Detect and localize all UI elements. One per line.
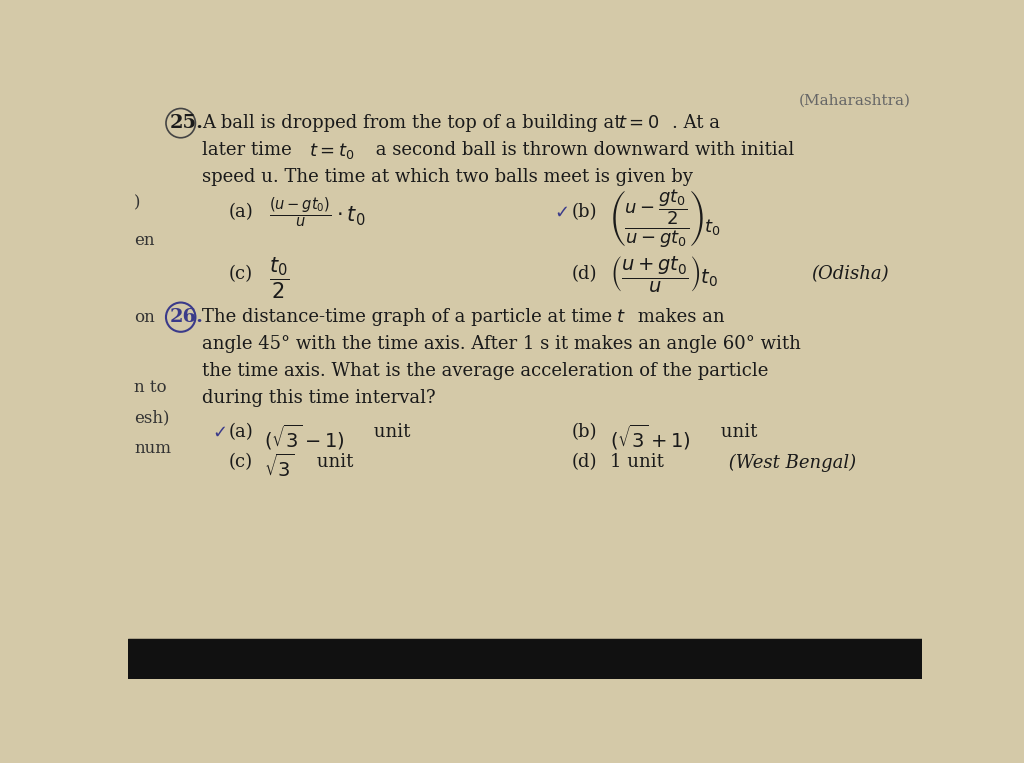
Text: 1 unit: 1 unit — [610, 453, 664, 472]
Text: $\checkmark$: $\checkmark$ — [212, 423, 225, 441]
Text: n to: n to — [134, 378, 167, 396]
Text: $\checkmark$: $\checkmark$ — [554, 203, 568, 221]
Text: $t$: $t$ — [616, 308, 626, 326]
Text: (c): (c) — [228, 453, 253, 472]
Text: on: on — [134, 310, 155, 327]
Circle shape — [166, 108, 196, 138]
Text: unit: unit — [716, 423, 758, 441]
Text: $\left(\dfrac{u - \dfrac{gt_0}{2}}{u - gt_0}\right)t_0$: $\left(\dfrac{u - \dfrac{gt_0}{2}}{u - g… — [610, 188, 721, 250]
Text: (West Bengal): (West Bengal) — [700, 453, 856, 472]
Text: $\left(\dfrac{u + gt_0}{u}\right)t_0$: $\left(\dfrac{u + gt_0}{u}\right)t_0$ — [610, 254, 718, 294]
Text: 2018-2019: 2018-2019 — [441, 645, 608, 673]
Text: unit: unit — [369, 423, 411, 441]
Text: esh): esh) — [134, 410, 170, 427]
Text: unit: unit — [311, 453, 353, 472]
Text: A ball is dropped from the top of a building at: A ball is dropped from the top of a buil… — [202, 114, 627, 132]
Text: (b): (b) — [571, 423, 597, 441]
Text: $\frac{(u - gt_0)}{u} \cdot t_0$: $\frac{(u - gt_0)}{u} \cdot t_0$ — [269, 195, 366, 230]
Text: later time: later time — [202, 141, 297, 159]
Text: (b): (b) — [571, 203, 597, 221]
Text: makes an: makes an — [632, 308, 724, 326]
Text: (Maharashtra): (Maharashtra) — [799, 94, 910, 108]
Text: speed u. The time at which two balls meet is given by: speed u. The time at which two balls mee… — [202, 168, 692, 185]
Text: $t = 0$: $t = 0$ — [617, 114, 659, 132]
Text: . At a: . At a — [672, 114, 720, 132]
Text: $t = t_0$: $t = t_0$ — [308, 141, 354, 161]
Text: angle 45° with the time axis. After 1 s it makes an angle 60° with: angle 45° with the time axis. After 1 s … — [202, 335, 801, 353]
Text: $(\sqrt{3} - 1)$: $(\sqrt{3} - 1)$ — [264, 423, 345, 452]
Text: The distance-time graph of a particle at time: The distance-time graph of a particle at… — [202, 308, 617, 326]
Text: (Odisha): (Odisha) — [812, 265, 889, 283]
Text: a second ball is thrown downward with initial: a second ball is thrown downward with in… — [370, 141, 794, 159]
Text: en: en — [134, 233, 155, 250]
Text: the time axis. What is the average acceleration of the particle: the time axis. What is the average accel… — [202, 362, 768, 380]
Text: 25.: 25. — [170, 114, 204, 132]
Text: (d): (d) — [571, 265, 597, 283]
Text: (c): (c) — [228, 265, 253, 283]
Bar — [128, 639, 922, 679]
Text: $\sqrt{3}$: $\sqrt{3}$ — [264, 453, 295, 481]
Text: (a): (a) — [228, 203, 254, 221]
Circle shape — [166, 303, 196, 332]
Text: num: num — [134, 440, 171, 457]
Text: (d): (d) — [571, 453, 597, 472]
Text: (a): (a) — [228, 423, 254, 441]
Text: 26.: 26. — [170, 308, 204, 326]
Text: ): ) — [134, 194, 140, 211]
Text: $\dfrac{t_0}{2}$: $\dfrac{t_0}{2}$ — [269, 256, 289, 301]
Text: during this time interval?: during this time interval? — [202, 389, 435, 407]
Text: $(\sqrt{3} + 1)$: $(\sqrt{3} + 1)$ — [610, 423, 691, 452]
